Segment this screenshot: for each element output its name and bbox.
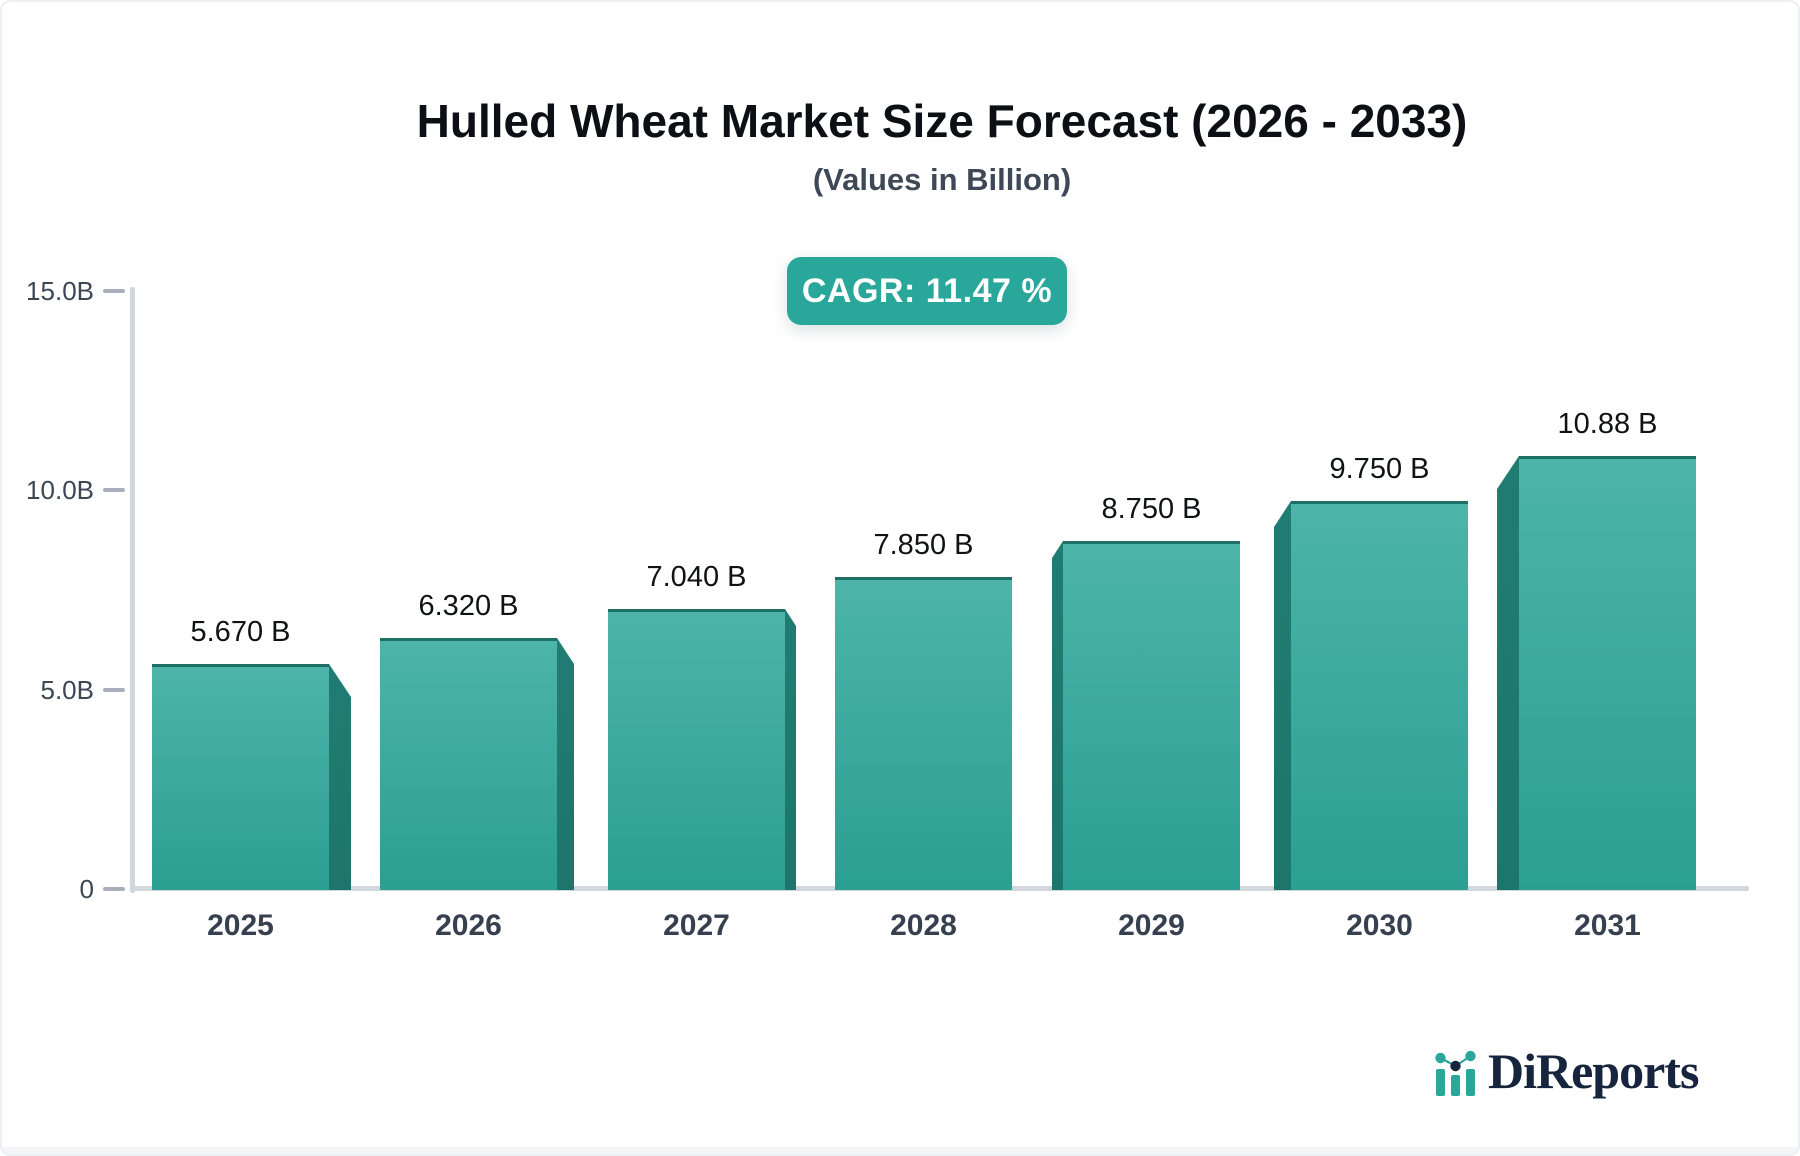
chart-subtitle: (Values in Billion) <box>812 162 1072 197</box>
bar-value-label: 7.850 B <box>873 529 974 561</box>
y-tick-label: 0 <box>79 874 94 904</box>
chart-title: Hulled Wheat Market Size Forecast (2026 … <box>416 95 1468 147</box>
bar-value-label: 7.040 B <box>646 561 747 593</box>
bar-value-label: 10.88 B <box>1557 408 1658 440</box>
y-tick-label: 10.0B <box>26 475 94 506</box>
y-tick-mark <box>103 488 125 493</box>
bar-side-panel-2029 <box>1052 541 1063 890</box>
bar-side-panel-2026 <box>557 638 574 890</box>
logo-chart-icon <box>1435 1050 1476 1096</box>
x-axis-label-2029: 2029 <box>1118 909 1185 942</box>
bar-value-label: 8.750 B <box>1101 493 1202 525</box>
bar-2030 <box>1291 501 1468 890</box>
y-tick-label: 5.0B <box>40 674 95 705</box>
y-axis-line <box>130 287 135 893</box>
y-tick-label: 15.0B <box>26 276 94 306</box>
logo-text: DiReports <box>1488 1043 1699 1099</box>
bar-value-label: 5.670 B <box>190 616 291 648</box>
bar-side-panel-2025 <box>329 664 351 890</box>
bar-2026 <box>380 638 557 890</box>
x-axis-label-2028: 2028 <box>890 909 957 942</box>
bottom-edge-strip <box>2 1147 1798 1154</box>
bar-value-label: 9.750 B <box>1329 453 1430 485</box>
bar-side-panel-2027 <box>785 609 796 890</box>
bar-2025 <box>152 664 329 890</box>
x-axis-label-2031: 2031 <box>1574 909 1641 942</box>
x-axis-label-2025: 2025 <box>207 909 274 942</box>
cagr-badge: CAGR: 11.47 % <box>787 257 1067 325</box>
bar-2029 <box>1063 541 1240 890</box>
y-tick-mark <box>103 687 125 692</box>
x-axis-label-2026: 2026 <box>435 909 502 942</box>
brand-logo: DiReports <box>1434 1038 1699 1099</box>
bar-2027 <box>608 609 785 890</box>
bar-2028 <box>835 577 1012 890</box>
cagr-badge-label: CAGR: 11.47 % <box>801 271 1053 310</box>
bar-value-label: 6.320 B <box>418 590 519 622</box>
x-axis-label-2027: 2027 <box>663 909 730 942</box>
x-axis-label-2030: 2030 <box>1346 909 1413 942</box>
bar-side-panel-2030 <box>1274 501 1291 890</box>
y-tick-mark <box>103 887 125 891</box>
y-tick-mark <box>103 289 125 293</box>
bar-2031 <box>1519 456 1696 890</box>
bar-side-panel-2031 <box>1497 456 1519 890</box>
